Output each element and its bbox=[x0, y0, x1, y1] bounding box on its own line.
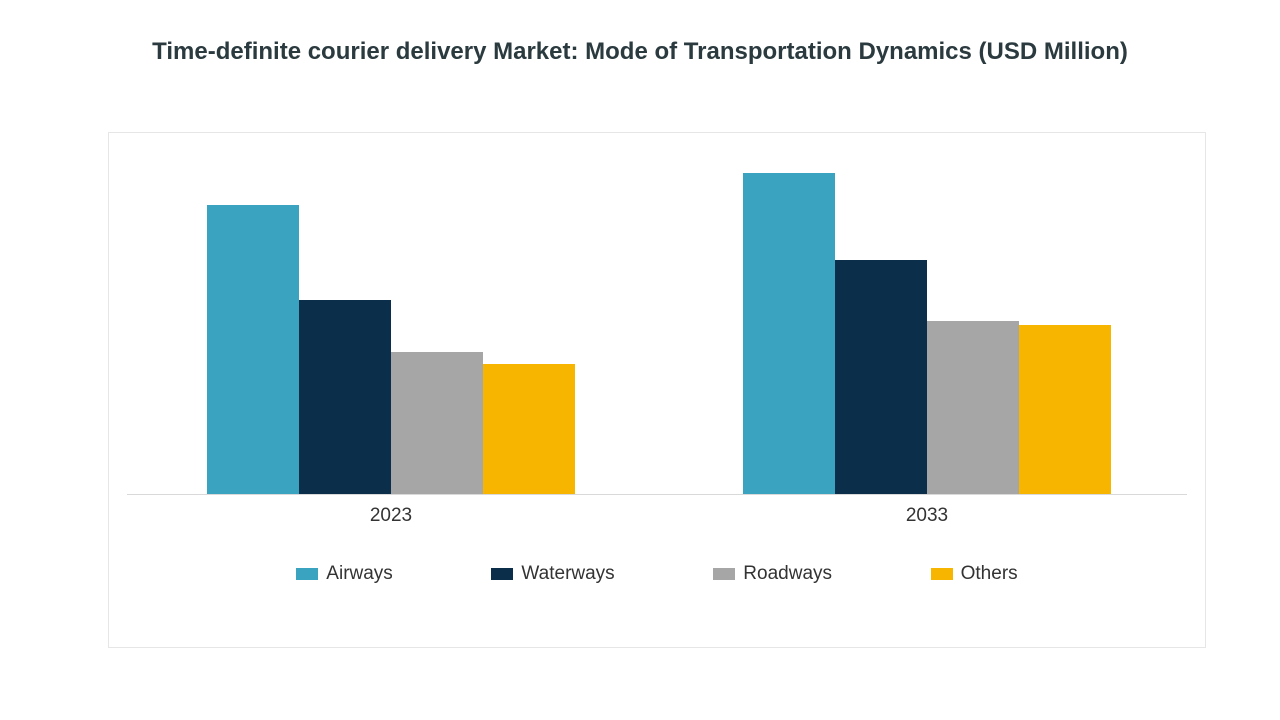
bar-group-2023 bbox=[207, 163, 575, 495]
swatch-others bbox=[931, 568, 953, 580]
bar-2033-waterways bbox=[835, 260, 927, 495]
plot-area bbox=[127, 163, 1187, 495]
legend-item-airways: Airways bbox=[296, 563, 393, 585]
legend-item-others: Others bbox=[931, 563, 1018, 585]
x-label-2033: 2033 bbox=[743, 505, 1111, 527]
legend-label-others: Others bbox=[961, 563, 1018, 585]
legend-label-roadways: Roadways bbox=[743, 563, 832, 585]
bar-2023-waterways bbox=[299, 300, 391, 495]
legend-label-airways: Airways bbox=[326, 563, 393, 585]
swatch-airways bbox=[296, 568, 318, 580]
x-label-2023: 2023 bbox=[207, 505, 575, 527]
legend-item-roadways: Roadways bbox=[713, 563, 832, 585]
swatch-waterways bbox=[491, 568, 513, 580]
bar-2033-others bbox=[1019, 325, 1111, 495]
bar-2023-others bbox=[483, 364, 575, 495]
chart-baseline bbox=[127, 494, 1187, 495]
legend-item-waterways: Waterways bbox=[491, 563, 614, 585]
chart-title: Time-definite courier delivery Market: M… bbox=[0, 0, 1280, 76]
swatch-roadways bbox=[713, 568, 735, 580]
bar-2033-roadways bbox=[927, 321, 1019, 495]
chart-card: 2023 2033 Airways Waterways Roadways Oth… bbox=[108, 132, 1206, 648]
bar-2033-airways bbox=[743, 173, 835, 495]
bar-2023-airways bbox=[207, 205, 299, 495]
x-axis-labels: 2023 2033 bbox=[127, 505, 1187, 535]
bar-2023-roadways bbox=[391, 352, 483, 495]
legend: Airways Waterways Roadways Others bbox=[127, 563, 1187, 585]
bar-group-2033 bbox=[743, 163, 1111, 495]
legend-label-waterways: Waterways bbox=[521, 563, 614, 585]
